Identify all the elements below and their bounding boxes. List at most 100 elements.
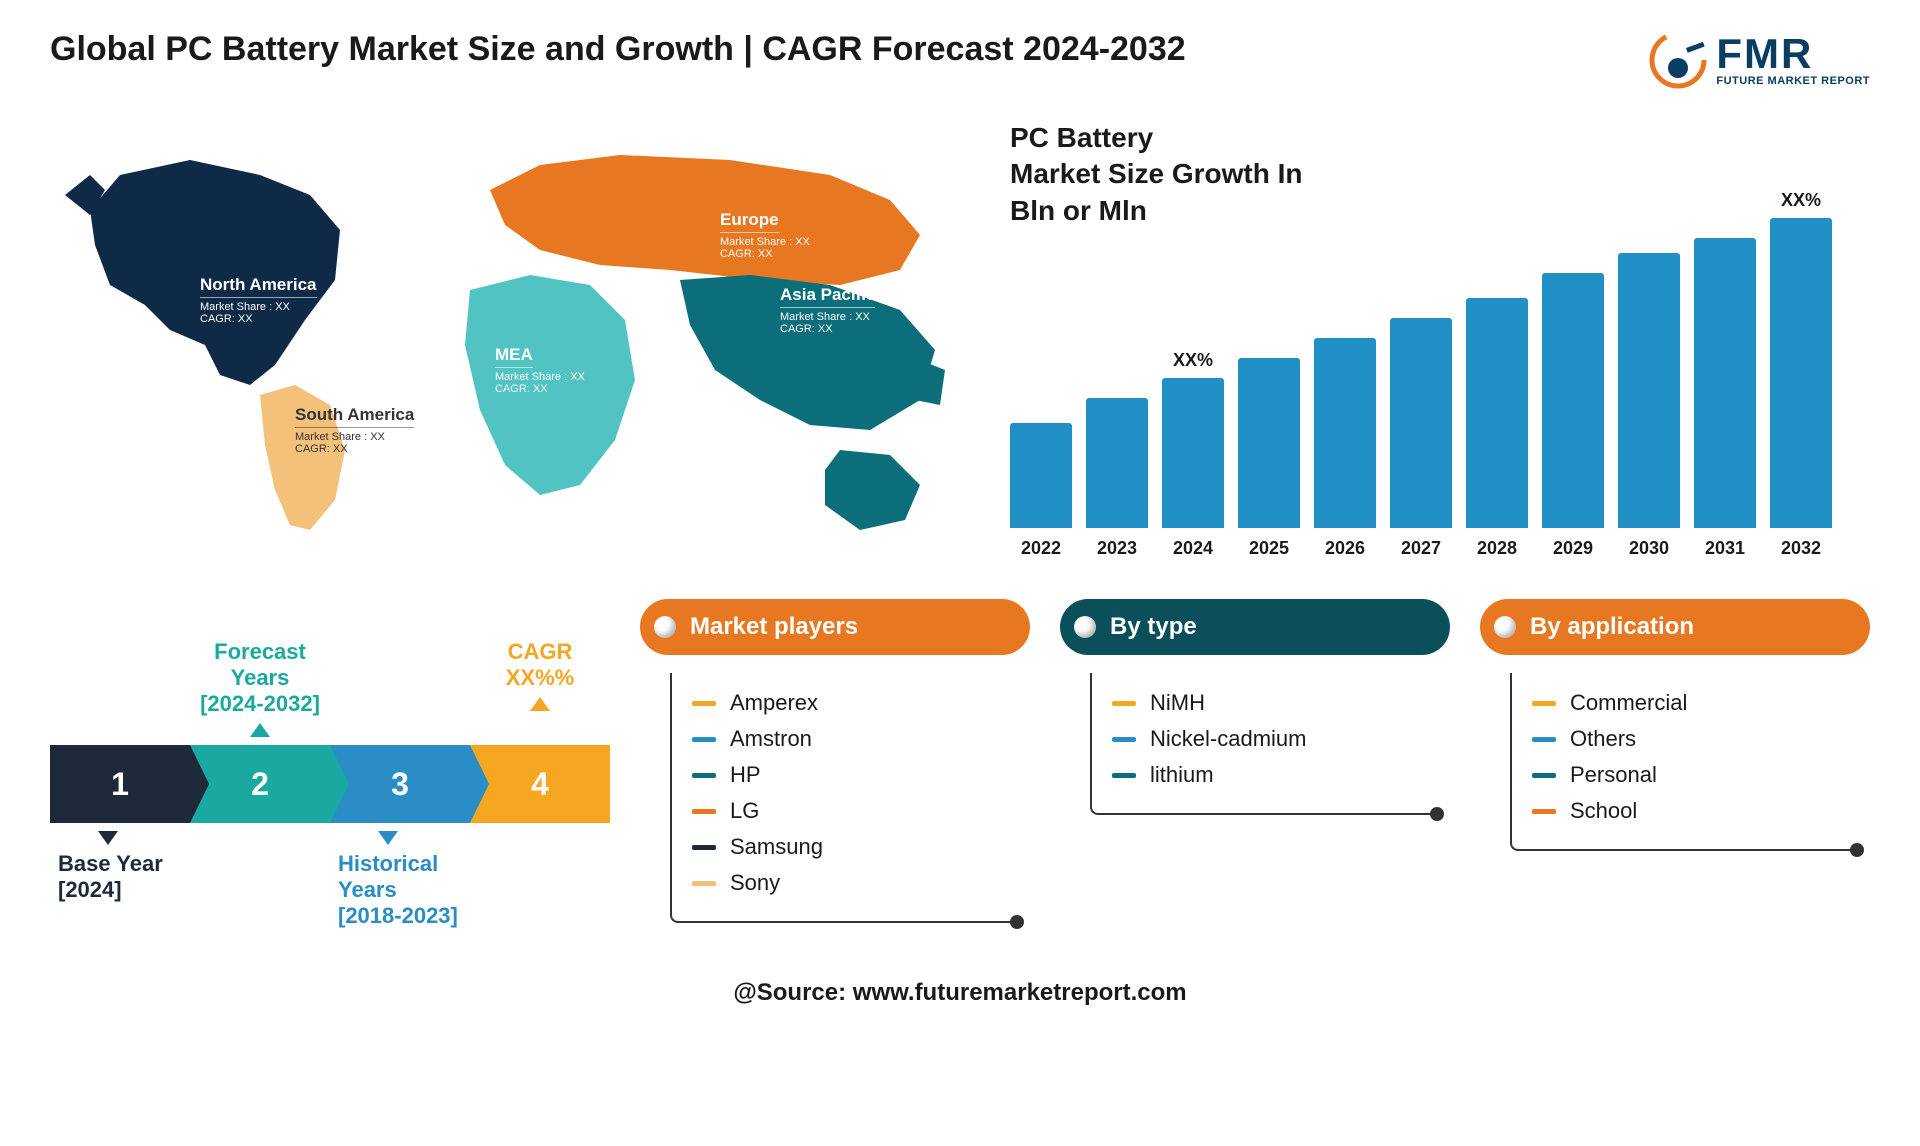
bar-year-label: 2031	[1705, 538, 1745, 559]
card-item-label: NiMH	[1150, 690, 1205, 716]
card-market-players: Market players Amperex Amstron HP LG Samsung S…	[640, 599, 1030, 929]
bar-year-label: 2029	[1553, 538, 1593, 559]
region-label-asia-pacific: Asia PacificMarket Share : XXCAGR: XX	[780, 285, 875, 335]
card-by-type: By type NiMH Nickel-cadmium lithium	[1060, 599, 1450, 929]
card-item-label: Sony	[730, 870, 780, 896]
logo-sub-text: FUTURE MARKET REPORT	[1716, 75, 1870, 87]
source-text: @Source: www.futuremarketreport.com	[50, 979, 1870, 1007]
pointer-up-icon	[250, 723, 270, 737]
card-item-label: Amstron	[730, 726, 812, 752]
fmr-logo: FMR FUTURE MARKET REPORT	[1648, 30, 1870, 90]
bar-2022: 2022	[1010, 423, 1072, 559]
timeline-bottom-label: Base Year[2024]	[58, 851, 190, 903]
dash-icon	[692, 773, 716, 778]
region-label-europe: EuropeMarket Share : XXCAGR: XX	[720, 210, 810, 260]
dash-icon	[692, 881, 716, 886]
bar-year-label: 2023	[1097, 538, 1137, 559]
pointer-up-icon	[530, 697, 550, 711]
pointer-down-icon	[378, 831, 398, 845]
bar-2032: XX%2032	[1770, 218, 1832, 559]
dash-icon	[1112, 773, 1136, 778]
card-header: Market players	[640, 599, 1030, 655]
logo-icon	[1648, 30, 1708, 90]
bar-2025: 2025	[1238, 358, 1300, 559]
timeline-area: Forecast Years[2024-2032] CAGRXX%% 1234 B…	[50, 599, 610, 929]
timeline-segment-2: 2	[190, 745, 330, 823]
world-map: North AmericaMarket Share : XXCAGR: XX So…	[50, 120, 970, 540]
bar-year-label: 2032	[1781, 538, 1821, 559]
card-item: lithium	[1112, 757, 1420, 793]
card-item-label: Nickel-cadmium	[1150, 726, 1306, 752]
region-label-north-america: North AmericaMarket Share : XXCAGR: XX	[200, 275, 317, 325]
dash-icon	[692, 845, 716, 850]
region-north-america	[65, 160, 340, 385]
card-header: By type	[1060, 599, 1450, 655]
bar-pct-label: XX%	[1781, 190, 1821, 211]
card-header: By application	[1480, 599, 1870, 655]
card-item: Commercial	[1532, 685, 1840, 721]
pointer-down-icon	[98, 831, 118, 845]
card-item-label: Samsung	[730, 834, 823, 860]
bar-2029: 2029	[1542, 273, 1604, 559]
bar-year-label: 2027	[1401, 538, 1441, 559]
bar-year-label: 2022	[1021, 538, 1061, 559]
card-item: Amstron	[692, 721, 1000, 757]
card-item-label: School	[1570, 798, 1637, 824]
bar-2028: 2028	[1466, 298, 1528, 559]
bar-rect	[1542, 273, 1604, 528]
card-item-label: Others	[1570, 726, 1636, 752]
bar-year-label: 2025	[1249, 538, 1289, 559]
card-body: Commercial Others Personal School	[1510, 673, 1860, 851]
card-item: Nickel-cadmium	[1112, 721, 1420, 757]
card-item: Amperex	[692, 685, 1000, 721]
bar-rect	[1162, 378, 1224, 528]
card-item: HP	[692, 757, 1000, 793]
bar-rect	[1314, 338, 1376, 528]
card-by-application: By application Commercial Others Personal Sc…	[1480, 599, 1870, 929]
dash-icon	[1112, 737, 1136, 742]
bar-rect	[1770, 218, 1832, 528]
dash-icon	[1532, 773, 1556, 778]
card-item: Personal	[1532, 757, 1840, 793]
dash-icon	[1532, 737, 1556, 742]
bar-rect	[1390, 318, 1452, 528]
card-item: LG	[692, 793, 1000, 829]
bar-rect	[1618, 253, 1680, 528]
card-body: Amperex Amstron HP LG Samsung Sony	[670, 673, 1020, 923]
dash-icon	[1112, 701, 1136, 706]
card-item-label: Amperex	[730, 690, 818, 716]
dash-icon	[1532, 701, 1556, 706]
bar-rect	[1010, 423, 1072, 528]
card-item: Samsung	[692, 829, 1000, 865]
bar-rect	[1694, 238, 1756, 528]
card-item: NiMH	[1112, 685, 1420, 721]
timeline-top-label: Forecast Years[2024-2032]	[190, 639, 330, 717]
card-item-label: HP	[730, 762, 761, 788]
card-item-label: LG	[730, 798, 759, 824]
timeline-top-label: CAGRXX%%	[470, 639, 610, 691]
bar-pct-label: XX%	[1173, 350, 1213, 371]
card-item-label: Personal	[1570, 762, 1657, 788]
bar-chart-area: PC Battery Market Size Growth In Bln or …	[1010, 120, 1870, 559]
bar-year-label: 2028	[1477, 538, 1517, 559]
timeline-segment-1: 1	[50, 745, 190, 823]
timeline-segment-3: 3	[330, 745, 470, 823]
timeline-bottom-label: Historical Years[2018-2023]	[338, 851, 470, 929]
card-item: Sony	[692, 865, 1000, 901]
bar-2024: XX%2024	[1162, 378, 1224, 559]
region-label-south-america: South AmericaMarket Share : XXCAGR: XX	[295, 405, 414, 455]
region-label-mea: MEAMarket Share : XXCAGR: XX	[495, 345, 585, 395]
page-title: Global PC Battery Market Size and Growth…	[50, 30, 1186, 69]
bar-year-label: 2030	[1629, 538, 1669, 559]
bar-2027: 2027	[1390, 318, 1452, 559]
timeline-segment-4: 4	[470, 745, 610, 823]
bar-rect	[1466, 298, 1528, 528]
chart-title: PC Battery Market Size Growth In Bln or …	[1010, 120, 1870, 229]
bar-rect	[1086, 398, 1148, 528]
bar-2026: 2026	[1314, 338, 1376, 559]
region-europe	[490, 155, 920, 285]
dash-icon	[692, 701, 716, 706]
timeline-strip: 1234	[50, 745, 610, 823]
bar-chart: 2022 2023 XX%2024 2025 2026 2027 2028 2029 2030 2…	[1010, 239, 1870, 559]
dash-icon	[692, 737, 716, 742]
